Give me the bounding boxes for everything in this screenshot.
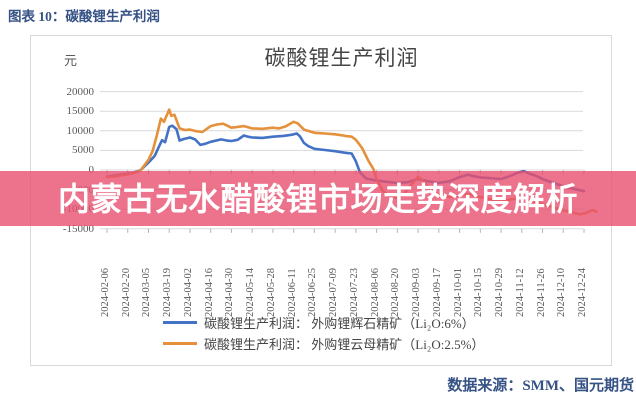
legend-line-swatch	[163, 342, 197, 345]
x-axis-label: 2024-03-05	[141, 268, 153, 317]
legend-label: 碳酸锂生产利润： 外购锂辉石精矿（Li₂O:6%）	[204, 316, 475, 331]
x-axis-label: 2024-04-30	[224, 268, 236, 317]
y-axis-label: 0	[88, 164, 95, 176]
x-axis-label: 2024-10-15	[473, 268, 485, 317]
x-axis-label: 2024-03-19	[162, 268, 174, 317]
y-axis-unit: 元	[64, 53, 78, 68]
x-axis-label: 2024-10-01	[452, 268, 464, 317]
x-axis-label: 2024-08-20	[390, 268, 402, 317]
x-axis-label: 2024-02-06	[100, 268, 111, 317]
legend-line-swatch	[163, 321, 197, 324]
x-axis-label: 2024-08-06	[369, 268, 381, 317]
x-axis-label: 2024-04-02	[182, 268, 194, 317]
x-axis-label: 2024-06-11	[286, 268, 298, 317]
legend-item: 碳酸锂生产利润： 外购锂云母精矿（Li₂O:2.5%）	[163, 333, 484, 354]
y-axis-label: 5000	[72, 144, 94, 157]
y-axis-label: 15000	[66, 105, 95, 118]
x-axis-label: 2024-12-24	[577, 268, 589, 317]
legend-item: 碳酸锂生产利润： 外购锂辉石精矿（Li₂O:6%）	[163, 312, 484, 333]
x-axis-label: 2024-11-12	[514, 268, 526, 317]
x-axis-label: 2024-05-14	[245, 268, 257, 317]
x-axis-label: 2024-12-10	[556, 268, 568, 317]
data-source: 数据来源：SMM、国元期货	[447, 378, 634, 394]
x-axis-label: 2024-05-28	[265, 268, 277, 317]
headline-banner: 内蒙古无水醋酸锂市场走势深度解析	[0, 171, 636, 226]
x-axis-label: 2024-09-17	[431, 268, 443, 317]
y-axis-label: 20000	[66, 85, 95, 98]
x-axis-label: 2024-09-03	[411, 268, 423, 317]
x-axis-label: 2024-07-09	[328, 268, 340, 317]
headline-banner-text: 内蒙古无水醋酸锂市场走势深度解析	[57, 180, 578, 217]
y-axis-label: 10000	[66, 124, 95, 137]
x-axis-label: 2024-04-16	[203, 268, 215, 317]
legend-label: 碳酸锂生产利润： 外购锂云母精矿（Li₂O:2.5%）	[204, 337, 485, 352]
x-axis-label: 2024-11-26	[535, 268, 547, 317]
x-axis-label: 2024-02-20	[120, 268, 132, 317]
x-axis-label: 2024-10-29	[494, 268, 506, 317]
chart-title: 碳酸锂生产利润	[264, 46, 419, 70]
chart-legend: 碳酸锂生产利润： 外购锂辉石精矿（Li₂O:6%） 碳酸锂生产利润： 外购锂云母精…	[163, 312, 484, 354]
x-axis-label: 2024-07-23	[348, 268, 360, 317]
x-axis-label: 2024-06-25	[307, 268, 319, 317]
figure-caption: 图表 10：碳酸锂生产利润	[8, 9, 160, 24]
